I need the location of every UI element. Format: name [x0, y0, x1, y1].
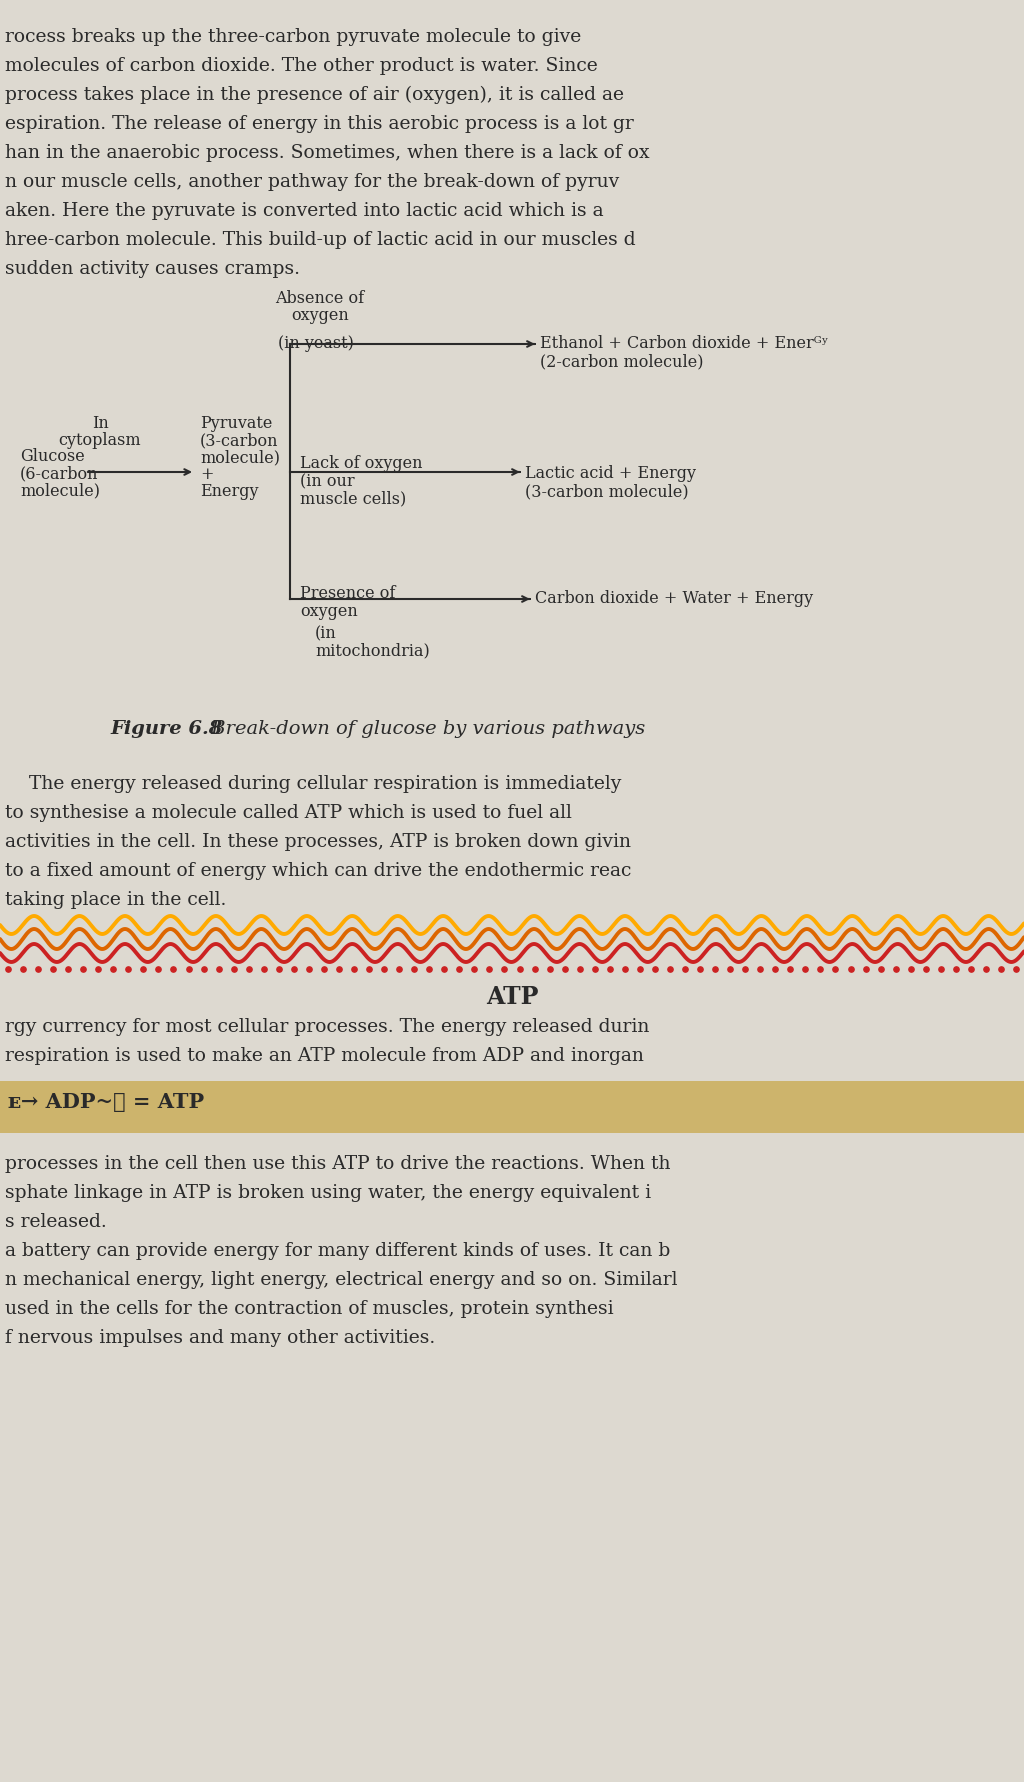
- Text: aken. Here the pyruvate is converted into lactic acid which is a: aken. Here the pyruvate is converted int…: [5, 201, 603, 219]
- Text: (in: (in: [315, 625, 337, 642]
- Text: Glucose: Glucose: [20, 447, 85, 465]
- Text: activities in the cell. In these processes, ATP is broken down givin: activities in the cell. In these process…: [5, 832, 631, 850]
- Text: (in yeast): (in yeast): [279, 335, 354, 351]
- Text: n our muscle cells, another pathway for the break-down of pyruv: n our muscle cells, another pathway for …: [5, 173, 620, 191]
- Text: (6-carbon: (6-carbon: [20, 465, 98, 481]
- Text: sudden activity causes cramps.: sudden activity causes cramps.: [5, 260, 300, 278]
- Text: Break-down of glucose by various pathways: Break-down of glucose by various pathway…: [205, 720, 645, 738]
- Text: (3-carbon molecule): (3-carbon molecule): [525, 483, 688, 499]
- Text: han in the anaerobic process. Sometimes, when there is a lack of ox: han in the anaerobic process. Sometimes,…: [5, 144, 649, 162]
- Text: oxygen: oxygen: [291, 307, 349, 324]
- Text: rgy currency for most cellular processes. The energy released durin: rgy currency for most cellular processes…: [5, 1018, 649, 1035]
- Text: molecule): molecule): [200, 449, 280, 465]
- Text: muscle cells): muscle cells): [300, 490, 407, 506]
- Text: used in the cells for the contraction of muscles, protein synthesi: used in the cells for the contraction of…: [5, 1299, 613, 1317]
- Text: (in our: (in our: [300, 472, 354, 490]
- Text: Presence of: Presence of: [300, 584, 395, 602]
- Text: Figure 6.8: Figure 6.8: [110, 720, 222, 738]
- Text: n mechanical energy, light energy, electrical energy and so on. Similarl: n mechanical energy, light energy, elect…: [5, 1271, 678, 1288]
- Text: oxygen: oxygen: [300, 602, 357, 620]
- Text: to a fixed amount of energy which can drive the endothermic reac: to a fixed amount of energy which can dr…: [5, 861, 632, 880]
- Text: Ethanol + Carbon dioxide + Enerᴳʸ: Ethanol + Carbon dioxide + Enerᴳʸ: [540, 335, 828, 351]
- Text: Energy: Energy: [200, 483, 258, 499]
- Text: to synthesise a molecule called ATP which is used to fuel all: to synthesise a molecule called ATP whic…: [5, 804, 571, 822]
- Text: process takes place in the presence of air (oxygen), it is called ae: process takes place in the presence of a…: [5, 86, 624, 103]
- Text: hree-carbon molecule. This build-up of lactic acid in our muscles d: hree-carbon molecule. This build-up of l…: [5, 232, 636, 249]
- Text: Lactic acid + Energy: Lactic acid + Energy: [525, 465, 696, 481]
- Text: ATP: ATP: [485, 984, 539, 1009]
- Text: Lack of oxygen: Lack of oxygen: [300, 454, 423, 472]
- Text: The energy released during cellular respiration is immediately: The energy released during cellular resp…: [5, 775, 622, 793]
- Text: +: +: [200, 465, 213, 483]
- Text: s released.: s released.: [5, 1212, 106, 1230]
- Bar: [0, 1082, 1024, 1133]
- Text: f nervous impulses and many other activities.: f nervous impulses and many other activi…: [5, 1328, 435, 1345]
- Text: rocess breaks up the three-carbon pyruvate molecule to give: rocess breaks up the three-carbon pyruva…: [5, 29, 606, 46]
- Text: cytoplasm: cytoplasm: [58, 431, 141, 449]
- Text: taking place in the cell.: taking place in the cell.: [5, 891, 226, 909]
- Text: molecule): molecule): [20, 481, 100, 499]
- Text: (2-carbon molecule): (2-carbon molecule): [540, 353, 703, 371]
- Text: Absence of: Absence of: [275, 290, 365, 307]
- Text: molecules of carbon dioxide. The other product is water. Since: molecules of carbon dioxide. The other p…: [5, 57, 598, 75]
- Text: a battery can provide energy for many different kinds of uses. It can b: a battery can provide energy for many di…: [5, 1242, 671, 1260]
- Text: sphate linkage in ATP is broken using water, the energy equivalent i: sphate linkage in ATP is broken using wa…: [5, 1183, 651, 1201]
- Text: Pyruvate: Pyruvate: [200, 415, 272, 431]
- Text: mitochondria): mitochondria): [315, 642, 430, 659]
- Text: respiration is used to make an ATP molecule from ADP and inorgan: respiration is used to make an ATP molec…: [5, 1046, 644, 1064]
- Text: (3-carbon: (3-carbon: [200, 431, 279, 449]
- Text: In: In: [91, 415, 109, 431]
- Text: Carbon dioxide + Water + Energy: Carbon dioxide + Water + Energy: [535, 590, 813, 606]
- Text: ᴇ→ ADP~Ⓟ = ATP: ᴇ→ ADP~Ⓟ = ATP: [8, 1091, 204, 1112]
- Text: processes in the cell then use this ATP to drive the reactions. When th: processes in the cell then use this ATP …: [5, 1155, 671, 1173]
- Text: espiration. The release of energy in this aerobic process is a lot gr: espiration. The release of energy in thi…: [5, 114, 634, 134]
